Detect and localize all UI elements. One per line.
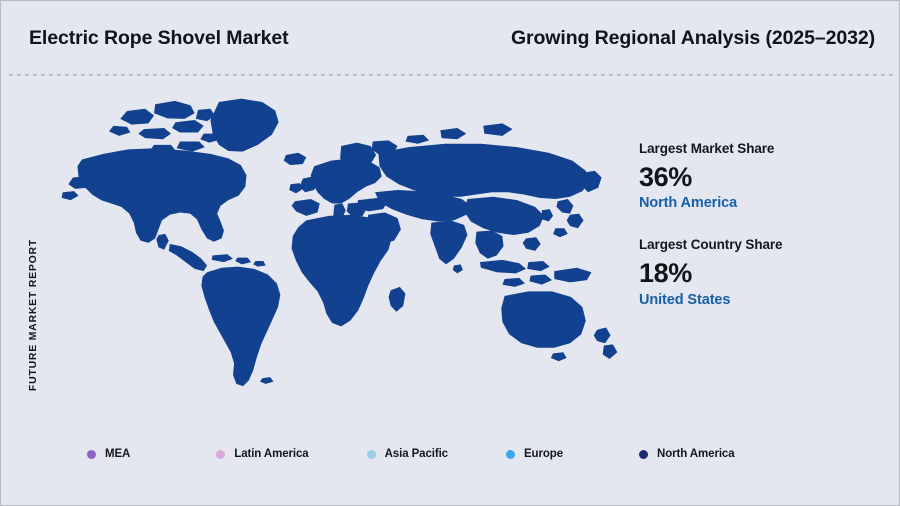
stats-panel: Largest Market Share 36% North America L… — [639, 141, 879, 308]
stat-value: 18% — [639, 258, 692, 289]
legend-dot-icon — [216, 449, 226, 459]
stat-region: North America — [639, 195, 738, 212]
legend-dot-icon — [638, 449, 648, 459]
legend-item-label: North America — [656, 448, 735, 460]
legend-item-label: Latin America — [234, 448, 309, 460]
world-map — [59, 93, 629, 403]
legend-item-latin-america: Latin America — [216, 448, 309, 460]
world-map-landmass — [61, 98, 618, 387]
page-title: Electric Rope Shovel Market — [29, 26, 289, 49]
legend-dot-icon — [87, 449, 96, 459]
header-bar: Electric Rope Shovel Market Growing Regi… — [1, 1, 899, 75]
legend-dot-icon — [505, 449, 515, 459]
legend-item-europe: Europe — [505, 448, 563, 460]
stat-largest-country-share: Largest Country Share 18% United States — [639, 237, 879, 307]
stat-value: 36% — [639, 162, 692, 192]
legend-item-label: MEA — [105, 448, 131, 460]
stat-largest-market-share: Largest Market Share 36% North America — [639, 141, 879, 211]
legend-dot-icon — [366, 449, 376, 459]
stat-label: Largest Country Share — [639, 237, 783, 253]
brand-vertical-label: FUTURE MARKET REPORT — [27, 239, 39, 392]
legend-item-label: Asia Pacific — [384, 448, 448, 460]
legend-item-label: Europe — [523, 448, 563, 460]
region-legend: MEA Latin America Asia Pacific Europe No… — [87, 448, 787, 460]
legend-item-asia-pacific: Asia Pacific — [366, 448, 448, 460]
legend-item-mea: MEA — [87, 448, 130, 460]
stat-label: Largest Market Share — [639, 141, 775, 156]
stat-region: United States — [639, 291, 731, 308]
world-map-svg — [61, 98, 618, 387]
legend-item-north-america: North America — [638, 448, 735, 460]
header-subtitle: Growing Regional Analysis (2025–2032) — [510, 26, 875, 49]
header-divider — [9, 74, 893, 76]
